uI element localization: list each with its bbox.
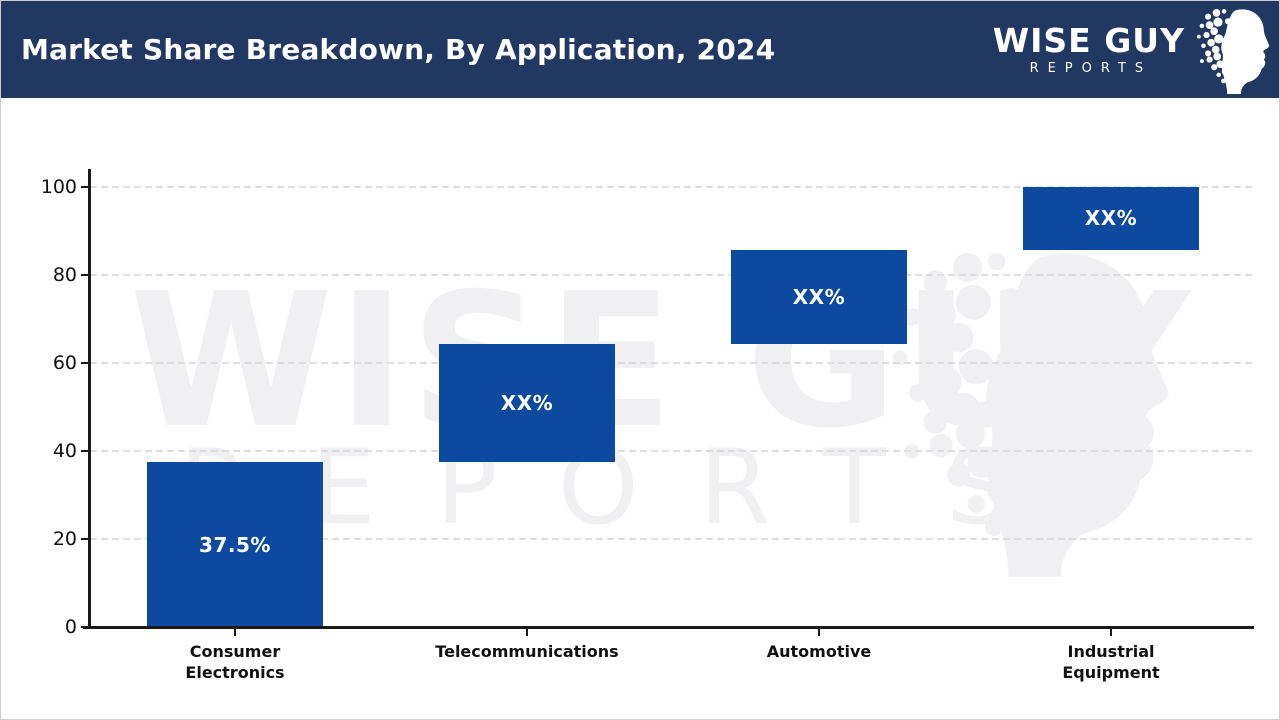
- x-category-label-line: Equipment: [1062, 663, 1160, 682]
- y-tick-label-40: 40: [52, 440, 77, 462]
- y-tick-mark-60: [81, 362, 89, 364]
- bar-industrial-equipment: XX%: [1022, 187, 1200, 250]
- gridline-20: [90, 538, 1255, 540]
- x-category-label-industrial-equipment: Industrial Equipment: [965, 641, 1257, 683]
- y-tick-label-100: 100: [40, 176, 77, 198]
- y-tick-mark-80: [81, 274, 89, 276]
- gridline-40: [90, 450, 1255, 452]
- page-title: Market Share Breakdown, By Application, …: [21, 33, 776, 66]
- x-tick-mark-industrial-equipment: [1110, 628, 1112, 636]
- bar-value-label: XX%: [1084, 206, 1138, 231]
- x-tick-mark-automotive: [818, 628, 820, 636]
- bar-consumer-electronics: 37.5%: [146, 462, 324, 627]
- y-tick-label-0: 0: [64, 616, 77, 638]
- gridline-100: [90, 186, 1255, 188]
- y-tick-label-20: 20: [52, 528, 77, 550]
- bar-value-label: XX%: [792, 284, 846, 309]
- y-tick-mark-100: [81, 186, 89, 188]
- y-tick-label-60: 60: [52, 352, 77, 374]
- gridline-80: [90, 274, 1255, 276]
- y-tick-label-80: 80: [52, 264, 77, 286]
- x-category-label-line: Industrial: [1067, 642, 1155, 661]
- x-category-label-consumer-electronics: Consumer Electronics: [89, 641, 381, 683]
- header-banner: Market Share Breakdown, By Application, …: [1, 1, 1279, 98]
- x-category-label-telecommunications: Telecommunications: [381, 641, 673, 662]
- brand-logo-text: WISE GUY REPORTS: [992, 20, 1185, 76]
- y-tick-mark-20: [81, 538, 89, 540]
- bar-value-label: 37.5%: [199, 532, 271, 557]
- bar-automotive: XX%: [730, 249, 908, 345]
- x-category-label-automotive: Automotive: [673, 641, 965, 662]
- brand-head-icon: [1189, 6, 1273, 94]
- x-tick-mark-telecommunications: [526, 628, 528, 636]
- bar-value-label: XX%: [500, 391, 554, 416]
- x-category-label-line: Consumer: [189, 642, 281, 661]
- x-category-label-line: Electronics: [185, 663, 285, 682]
- x-axis: [83, 626, 1254, 629]
- brand-logo: WISE GUY REPORTS: [993, 1, 1273, 98]
- x-category-label-line: Automotive: [766, 642, 872, 661]
- y-tick-mark-40: [81, 450, 89, 452]
- gridline-60: [90, 362, 1255, 364]
- x-category-label-line: Telecommunications: [435, 642, 619, 661]
- bar-telecommunications: XX%: [438, 344, 616, 462]
- y-axis: [88, 169, 91, 629]
- x-tick-mark-consumer-electronics: [234, 628, 236, 636]
- brand-name: WISE GUY: [992, 20, 1185, 60]
- brand-subtitle: REPORTS: [1029, 60, 1153, 76]
